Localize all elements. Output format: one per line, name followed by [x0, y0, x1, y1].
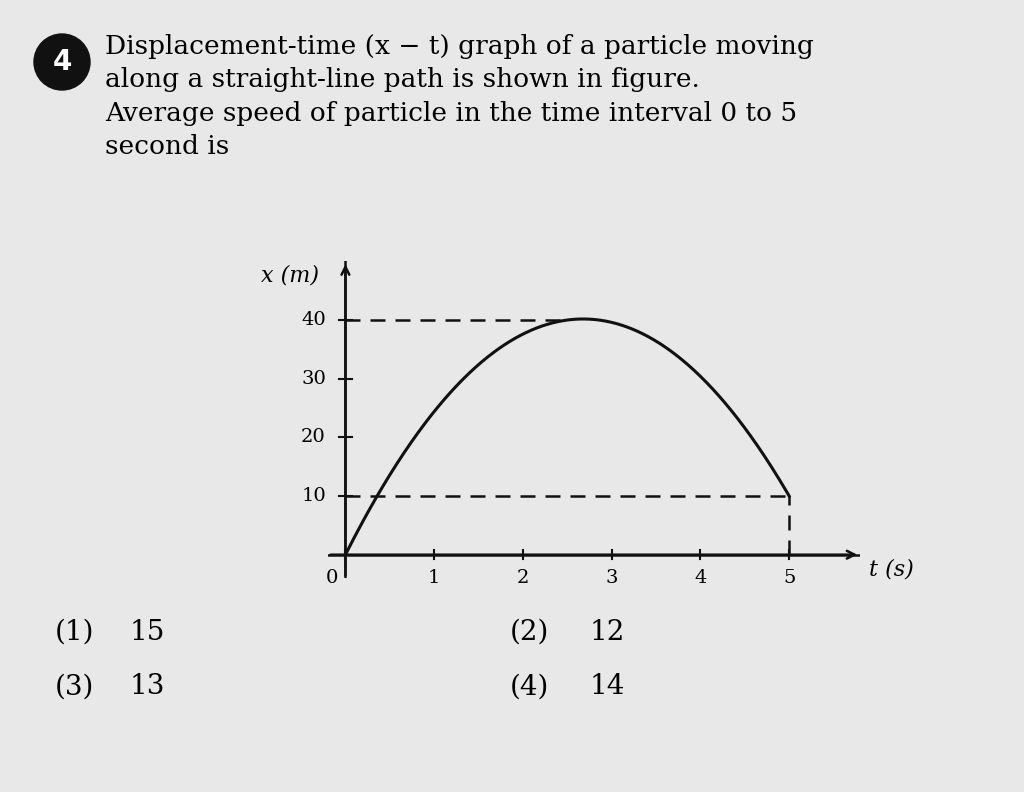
- Text: (2): (2): [510, 619, 549, 645]
- Text: (4): (4): [510, 673, 549, 700]
- Text: 20: 20: [301, 428, 326, 447]
- Text: (1): (1): [55, 619, 94, 645]
- Text: 40: 40: [301, 311, 326, 329]
- Text: 2: 2: [517, 569, 529, 588]
- Text: 0: 0: [326, 569, 338, 588]
- Text: Average speed of particle in the time interval 0 to 5: Average speed of particle in the time in…: [105, 101, 797, 125]
- Text: 12: 12: [590, 619, 626, 645]
- Text: along a straight-line path is shown in figure.: along a straight-line path is shown in f…: [105, 67, 699, 92]
- Text: 1: 1: [428, 569, 440, 588]
- Text: 10: 10: [301, 487, 326, 505]
- Text: t (s): t (s): [869, 558, 913, 581]
- Text: second is: second is: [105, 134, 229, 158]
- Circle shape: [34, 34, 90, 90]
- Text: 30: 30: [301, 370, 326, 388]
- Text: Displacement-time (x − t) graph of a particle moving: Displacement-time (x − t) graph of a par…: [105, 34, 814, 59]
- Text: 15: 15: [130, 619, 165, 645]
- Text: 13: 13: [130, 673, 165, 700]
- Text: x (m): x (m): [261, 265, 318, 286]
- Text: 4: 4: [694, 569, 707, 588]
- Text: 4: 4: [52, 48, 72, 76]
- Text: (3): (3): [55, 673, 94, 700]
- Text: 3: 3: [605, 569, 617, 588]
- Text: 14: 14: [590, 673, 626, 700]
- Text: 5: 5: [783, 569, 796, 588]
